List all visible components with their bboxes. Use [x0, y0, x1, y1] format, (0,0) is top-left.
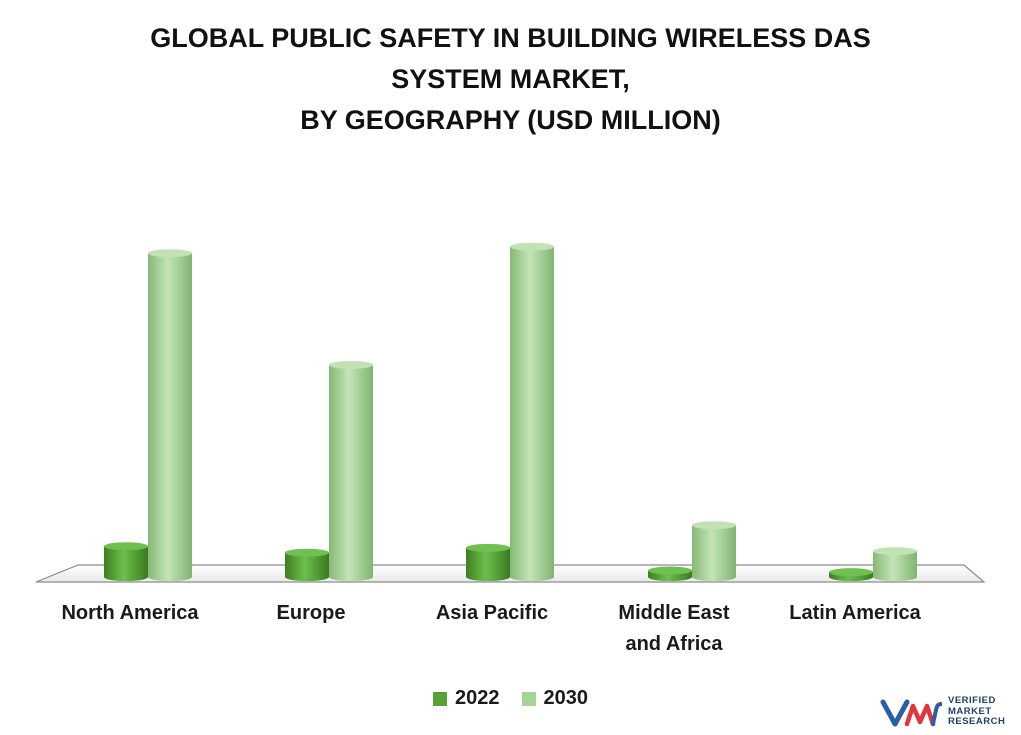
chart-title-line-1: GLOBAL PUBLIC SAFETY IN BUILDING WIRELES…: [150, 23, 871, 53]
category-label-line: Middle East: [618, 602, 730, 624]
bar-latin-america-2030: [873, 547, 917, 581]
category-label-middle-east-and-africa: Middle East and Africa: [584, 598, 764, 660]
category-label-asia-pacific: Asia Pacific: [402, 598, 582, 629]
chart-title-line-3: BY GEOGRAPHY (USD MILLION): [300, 105, 721, 135]
bar-middle-east-and-africa-2022: [648, 566, 692, 581]
vmr-logo: VERIFIED MARKET RESEARCH: [880, 692, 1012, 732]
chart-title: GLOBAL PUBLIC SAFETY IN BUILDING WIRELES…: [0, 18, 1021, 141]
vmr-logo-line-3: RESEARCH: [948, 716, 1006, 728]
vmr-logo-line-1: VERIFIED: [948, 695, 996, 707]
category-label-line: and Africa: [625, 633, 723, 655]
legend-swatch-2030: [521, 691, 536, 706]
bar-europe-2022: [285, 548, 329, 581]
bar-north-america-2030: [148, 249, 192, 581]
legend-label-2030: 2030: [543, 687, 589, 709]
legend-label-2022: 2022: [455, 687, 500, 709]
legend-item-2030: 2030: [521, 687, 589, 710]
category-label-line: Latin America: [789, 602, 921, 624]
category-label-line: Europe: [276, 602, 346, 624]
bar-middle-east-and-africa-2030: [692, 521, 736, 581]
category-label-line: Asia Pacific: [435, 602, 549, 624]
bar-europe-2030: [329, 360, 373, 581]
chart-title-line-2: SYSTEM MARKET,: [391, 64, 630, 94]
category-label-line: North America: [61, 602, 199, 624]
category-label-north-america: North America: [40, 598, 220, 629]
category-label-europe: Europe: [221, 598, 401, 629]
bar-asia-pacific-2030: [510, 242, 554, 581]
bars-group: [104, 242, 917, 581]
legend-swatch-2022: [433, 691, 447, 706]
bar-latin-america-2022: [829, 568, 873, 581]
bar-asia-pacific-2022: [466, 543, 510, 581]
vmr-logo-icon: [880, 699, 942, 727]
bar-north-america-2022: [104, 542, 148, 581]
legend-item-2022: 2022: [433, 687, 500, 710]
legend: 2022 2030: [0, 687, 1021, 710]
vmr-logo-text: VERIFIED MARKET RESEARCH: [948, 696, 1005, 728]
vmr-logo-line-2: MARKET: [948, 705, 992, 717]
category-label-latin-america: Latin America: [765, 598, 945, 629]
